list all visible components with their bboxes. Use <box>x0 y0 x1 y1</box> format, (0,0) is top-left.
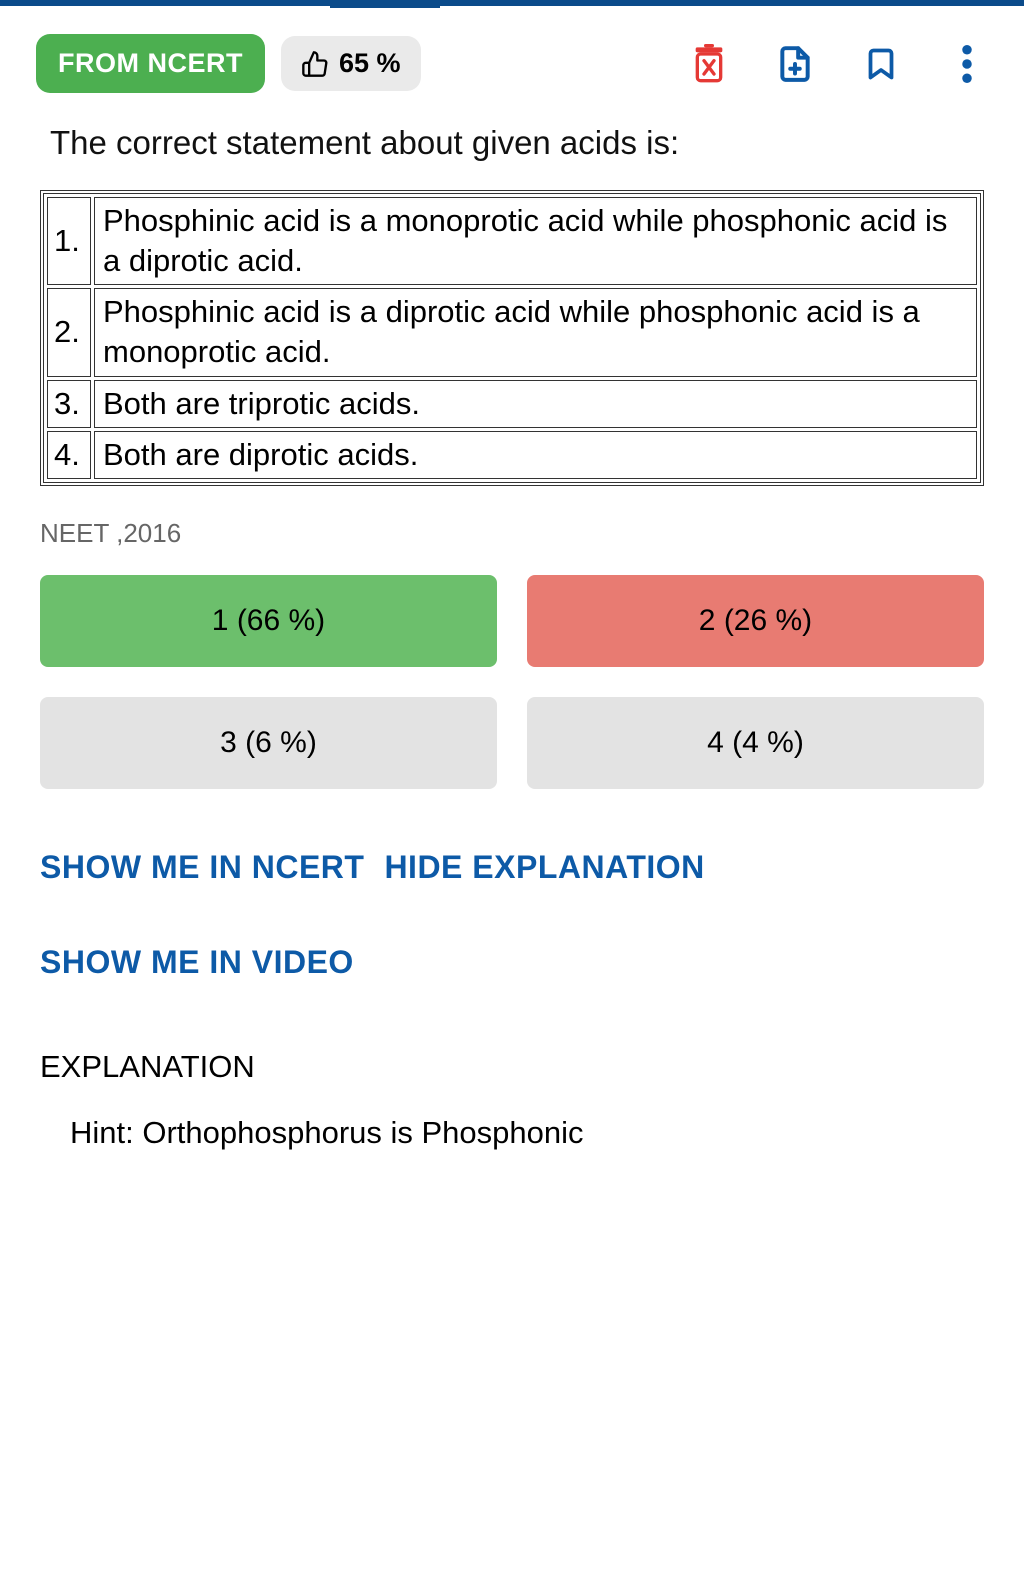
option-row: 1. Phosphinic acid is a monoprotic acid … <box>47 197 977 286</box>
option-number: 3. <box>47 380 91 428</box>
show-ncert-link[interactable]: SHOW ME IN NCERT <box>40 849 364 886</box>
show-video-link[interactable]: SHOW ME IN VIDEO <box>40 944 354 981</box>
options-table: 1. Phosphinic acid is a monoprotic acid … <box>40 190 984 487</box>
option-number: 4. <box>47 431 91 479</box>
option-number: 2. <box>47 288 91 377</box>
file-plus-icon <box>776 45 814 83</box>
explanation-hint: Hint: Orthophosphorus is Phosphonic <box>0 1115 1024 1171</box>
like-percent-label: 65 % <box>339 48 401 79</box>
action-icons <box>688 43 988 85</box>
option-number: 1. <box>47 197 91 286</box>
like-pill[interactable]: 65 % <box>281 36 421 91</box>
answer-option-4[interactable]: 4 (4 %) <box>527 697 984 789</box>
option-row: 4. Both are diprotic acids. <box>47 431 977 479</box>
top-accent-bar <box>0 0 1024 6</box>
more-vertical-icon <box>961 45 973 83</box>
bookmark-icon <box>863 46 899 82</box>
answer-option-2[interactable]: 2 (26 %) <box>527 575 984 667</box>
thumbs-up-icon <box>301 50 329 78</box>
bookmark-button[interactable] <box>860 43 902 85</box>
option-text: Phosphinic acid is a monoprotic acid whi… <box>94 197 977 286</box>
header-row: FROM NCERT 65 % <box>0 6 1024 113</box>
question-text: The correct statement about given acids … <box>0 113 1024 186</box>
hide-explanation-link[interactable]: HIDE EXPLANATION <box>384 849 704 886</box>
option-text: Both are triprotic acids. <box>94 380 977 428</box>
answer-option-1[interactable]: 1 (66 %) <box>40 575 497 667</box>
answer-option-3[interactable]: 3 (6 %) <box>40 697 497 789</box>
option-row: 3. Both are triprotic acids. <box>47 380 977 428</box>
exam-source: NEET ,2016 <box>0 486 1024 575</box>
more-button[interactable] <box>946 43 988 85</box>
add-note-button[interactable] <box>774 43 816 85</box>
option-row: 2. Phosphinic acid is a diprotic acid wh… <box>47 288 977 377</box>
action-links: SHOW ME IN NCERT HIDE EXPLANATION SHOW M… <box>0 789 1024 1049</box>
delete-button[interactable] <box>688 43 730 85</box>
trash-x-icon <box>689 44 729 84</box>
option-text: Phosphinic acid is a diprotic acid while… <box>94 288 977 377</box>
answer-grid: 1 (66 %) 2 (26 %) 3 (6 %) 4 (4 %) <box>0 575 1024 789</box>
source-badge: FROM NCERT <box>36 34 265 93</box>
explanation-heading: EXPLANATION <box>0 1049 1024 1115</box>
option-text: Both are diprotic acids. <box>94 431 977 479</box>
